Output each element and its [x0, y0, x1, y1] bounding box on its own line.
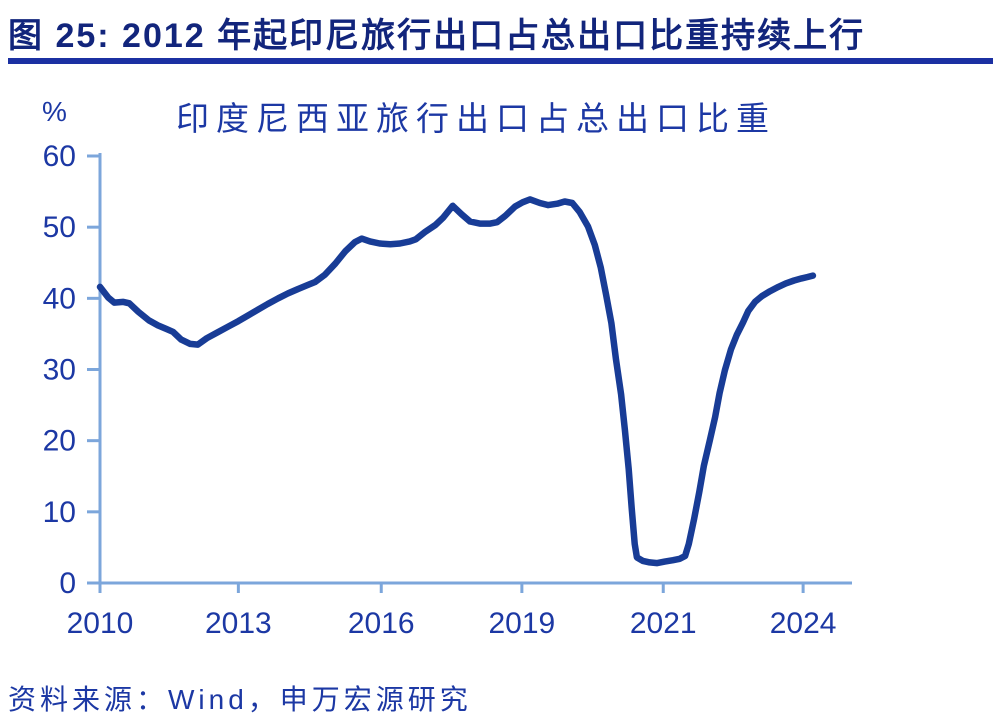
x-tick-label: 2010	[67, 607, 134, 640]
x-tick-label: 2013	[205, 607, 272, 640]
y-axis-unit-label: %	[42, 96, 67, 127]
y-tick-label: 0	[59, 567, 76, 600]
y-tick-label: 20	[43, 425, 76, 458]
source-attribution: 资料来源：Wind，申万宏源研究	[8, 684, 472, 715]
x-tick-label: 2024	[770, 607, 837, 640]
header-underline-bar	[8, 58, 993, 64]
chart-title: 印度尼西亚旅行出口占总出口比重	[176, 100, 776, 137]
y-tick-label: 40	[43, 282, 76, 315]
x-tick-label: 2021	[630, 607, 697, 640]
y-tick-label: 30	[43, 354, 76, 387]
x-tick-label: 2016	[348, 607, 415, 640]
series-line	[96, 196, 817, 567]
figure-header-title: 图 25: 2012 年起印尼旅行出口占总出口比重持续上行	[8, 17, 866, 55]
y-tick-label: 50	[43, 211, 76, 244]
x-tick-label: 2019	[488, 607, 555, 640]
y-tick-label: 10	[43, 496, 76, 529]
y-tick-label: 60	[43, 140, 76, 173]
